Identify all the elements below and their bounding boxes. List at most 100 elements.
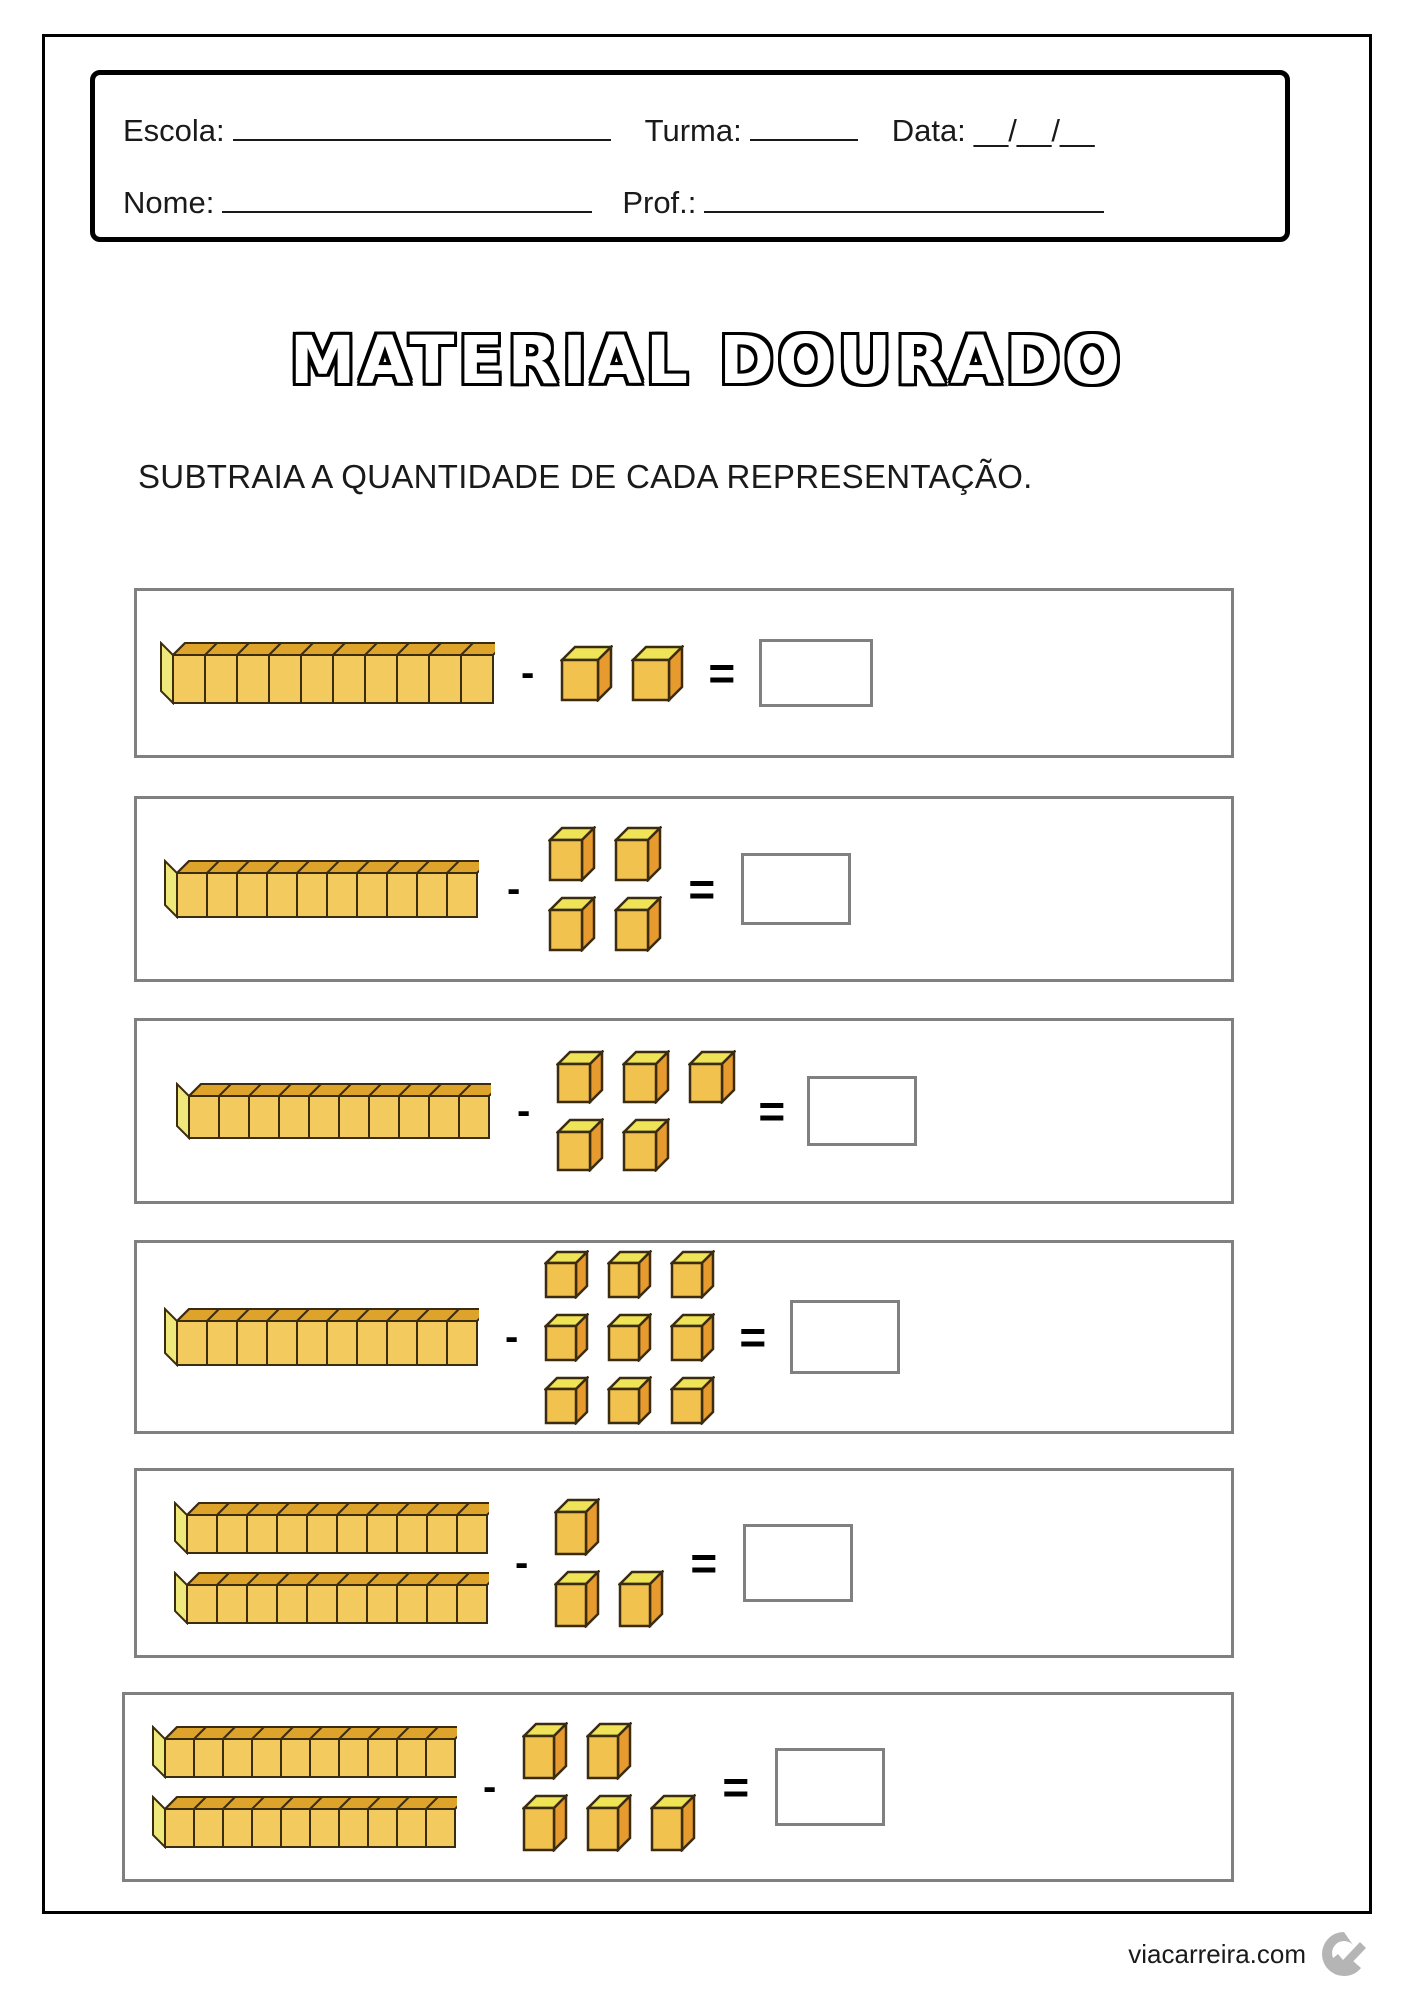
unit-cube-block <box>670 1312 716 1362</box>
exercise-row: - = <box>134 1468 1234 1658</box>
unit-cube-block <box>622 1118 671 1172</box>
tens-rods-group <box>159 641 495 705</box>
unit-cubes-group <box>522 1722 697 1852</box>
student-info-box: Escola: Turma: Data: __/__/__ Nome: Prof… <box>90 70 1290 242</box>
unit-cube-block <box>554 1498 601 1556</box>
minus-operator: - <box>507 867 521 911</box>
footer: viacarreira.com <box>1128 1930 1368 1978</box>
answer-input-box[interactable] <box>743 1524 854 1602</box>
nome-label: Nome: <box>123 185 215 220</box>
tens-rods-group <box>163 1307 479 1367</box>
unit-cube-block <box>650 1794 697 1852</box>
exercise-row: - = <box>134 1240 1234 1434</box>
minus-operator: - <box>483 1765 497 1809</box>
student-info-row-2: Nome: Prof.: <box>95 185 1285 221</box>
unit-cube-block <box>548 826 597 882</box>
unit-cube-block <box>544 1312 590 1362</box>
unit-cubes-line <box>544 1312 716 1362</box>
unit-cubes-line <box>554 1498 664 1556</box>
exercise-content: - = <box>137 799 1257 979</box>
unit-cube-block <box>614 896 663 952</box>
minus-operator: - <box>505 1315 519 1359</box>
exercise-content: - = <box>137 1243 1257 1431</box>
unit-cubes-group <box>560 644 685 702</box>
worksheet-title: MATERIAL DOURADO <box>288 321 1125 401</box>
unit-cubes-line <box>544 1375 716 1425</box>
equals-operator: = <box>708 647 736 699</box>
tens-rods-group <box>151 1725 457 1849</box>
exercise-row: - = <box>122 1692 1234 1882</box>
nome-input-line[interactable] <box>222 185 593 213</box>
unit-cubes-line <box>556 1118 736 1172</box>
unit-cube-block <box>614 826 663 882</box>
check-circle-icon <box>1320 1930 1368 1978</box>
unit-cubes-line <box>522 1794 697 1852</box>
unit-cube-block <box>522 1794 569 1852</box>
equals-operator: = <box>739 1311 767 1363</box>
tens-rods-group <box>175 1082 491 1140</box>
exercise-content: - = <box>125 1695 1257 1879</box>
unit-cube-block <box>522 1722 569 1780</box>
site-url: viacarreira.com <box>1128 1938 1306 1969</box>
answer-input-box[interactable] <box>759 639 874 707</box>
unit-cube-block <box>607 1312 653 1362</box>
ten-rod-block <box>163 1307 479 1367</box>
unit-cube-block <box>560 644 614 702</box>
unit-cube-block <box>607 1249 653 1299</box>
equals-operator: = <box>690 1537 718 1589</box>
tens-rods-group <box>173 1501 489 1625</box>
unit-cube-block <box>556 1118 605 1172</box>
unit-cube-block <box>554 1570 601 1628</box>
unit-cube-block <box>586 1722 633 1780</box>
unit-cube-block <box>670 1249 716 1299</box>
instruction-text: SUBTRAIA A QUANTIDADE DE CADA REPRESENTA… <box>138 458 1033 495</box>
unit-cube-block <box>688 1050 737 1104</box>
ten-rod-block <box>159 641 495 705</box>
unit-cube-block <box>544 1375 590 1425</box>
equals-operator: = <box>688 863 716 915</box>
answer-input-box[interactable] <box>807 1076 918 1146</box>
unit-cubes-line <box>556 1050 737 1104</box>
unit-cube-block <box>556 1050 605 1104</box>
unit-cube-block <box>622 1050 671 1104</box>
tens-rods-group <box>163 859 479 919</box>
turma-label: Turma: <box>644 113 742 148</box>
unit-cube-block <box>631 644 685 702</box>
ten-rod-block <box>163 859 479 919</box>
minus-operator: - <box>521 651 535 695</box>
answer-input-box[interactable] <box>741 853 852 925</box>
student-info-row-1: Escola: Turma: Data: __/__/__ <box>95 113 1285 149</box>
equals-operator: = <box>758 1085 786 1137</box>
minus-operator: - <box>515 1541 529 1585</box>
escola-input-line[interactable] <box>232 113 611 141</box>
equals-operator: = <box>722 1761 750 1813</box>
unit-cubes-group <box>554 1498 665 1628</box>
unit-cube-block <box>670 1375 716 1425</box>
ten-rod-block <box>173 1501 489 1555</box>
data-label: Data: <box>891 113 966 148</box>
unit-cube-block <box>618 1570 665 1628</box>
minus-operator: - <box>517 1089 531 1133</box>
ten-rod-block <box>175 1082 491 1140</box>
escola-label: Escola: <box>123 113 225 148</box>
turma-input-line[interactable] <box>749 113 858 141</box>
exercise-row: - = <box>134 588 1234 758</box>
exercise-row: - = <box>134 1018 1234 1204</box>
data-input-slots[interactable]: __/__/__ <box>973 113 1095 148</box>
exercise-content: - = <box>137 1021 1269 1201</box>
unit-cubes-line <box>522 1722 696 1780</box>
prof-label: Prof.: <box>622 185 697 220</box>
answer-input-box[interactable] <box>775 1748 886 1826</box>
unit-cubes-group <box>556 1050 737 1172</box>
unit-cube-block <box>586 1794 633 1852</box>
unit-cubes-group <box>544 1249 716 1425</box>
unit-cubes-line <box>560 644 685 702</box>
unit-cube-block <box>607 1375 653 1425</box>
ten-rod-block <box>151 1795 457 1849</box>
unit-cubes-line <box>548 826 663 882</box>
answer-input-box[interactable] <box>790 1300 901 1374</box>
unit-cubes-line <box>548 896 663 952</box>
exercise-content: - = <box>137 1471 1267 1655</box>
exercise-row: - = <box>134 796 1234 982</box>
prof-input-line[interactable] <box>704 185 1105 213</box>
